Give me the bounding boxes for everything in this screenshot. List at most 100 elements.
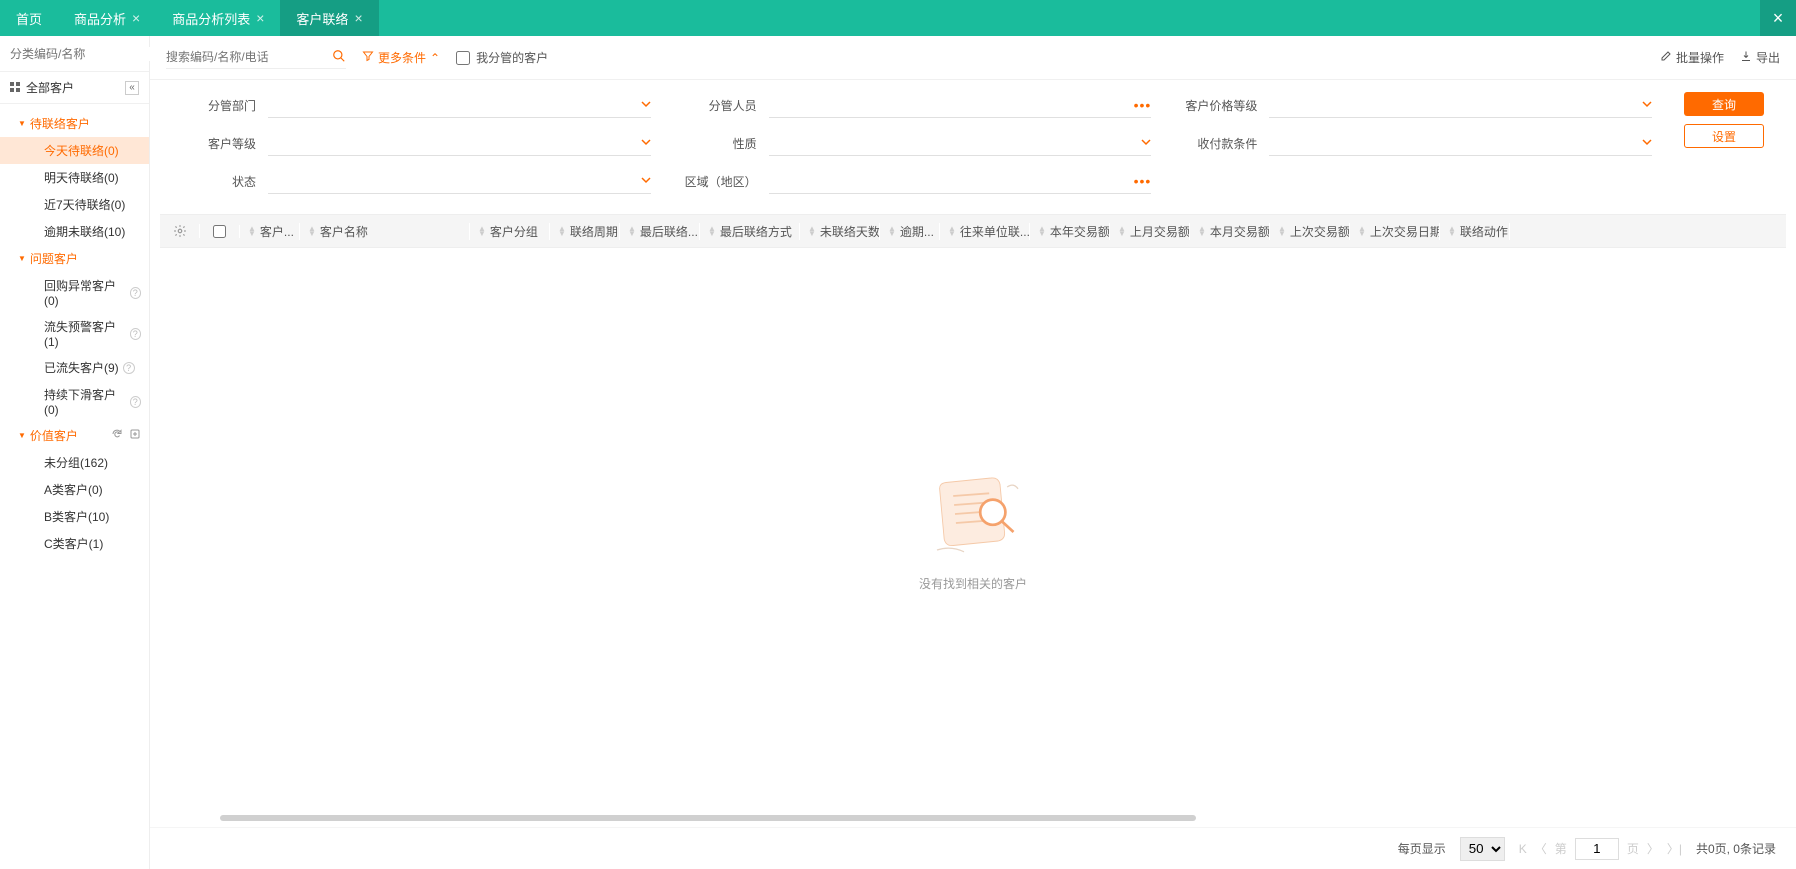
close-icon[interactable]: ×: [256, 10, 264, 26]
tree-item[interactable]: 回购异常客户(0)?: [0, 272, 149, 313]
filter-input[interactable]: [1269, 130, 1652, 156]
close-all-tabs-button[interactable]: ×: [1760, 0, 1796, 36]
column-label: 上月交易额: [1130, 223, 1190, 240]
table-column-header[interactable]: ▲▼本月交易额: [1190, 223, 1270, 240]
filter-label: 收付款条件: [1183, 135, 1269, 152]
chevron-down-icon: [641, 98, 651, 112]
batch-ops-button[interactable]: 批量操作: [1660, 49, 1724, 66]
table-column-header[interactable]: ▲▼最后联络方式: [700, 223, 800, 240]
search-icon[interactable]: [332, 49, 346, 66]
pager-last-button[interactable]: 〉|: [1667, 840, 1682, 857]
tree-item-label: A类客户(0): [44, 481, 103, 498]
filter-input[interactable]: •••: [769, 92, 1152, 118]
horizontal-scrollbar[interactable]: [160, 813, 1786, 823]
tree-item[interactable]: C类客户(1): [0, 530, 149, 557]
filter-field: 收付款条件: [1183, 130, 1652, 156]
filter-input[interactable]: [1269, 92, 1652, 118]
tree-item[interactable]: B类客户(10): [0, 503, 149, 530]
my-customers-checkbox[interactable]: 我分管的客户: [456, 49, 548, 66]
pager-prev-button[interactable]: 〈: [1535, 840, 1547, 857]
table-column-header[interactable]: ▲▼ 联络周期: [550, 223, 620, 240]
tab-0[interactable]: 首页: [0, 0, 58, 36]
export-icon: [1740, 50, 1752, 65]
tab-2[interactable]: 商品分析列表×: [156, 0, 280, 36]
table-column-header[interactable]: ▲▼未联络天数: [800, 223, 880, 240]
table-column-header[interactable]: ▲▼上月交易额: [1110, 223, 1190, 240]
help-icon[interactable]: ?: [123, 362, 135, 374]
table-column-header[interactable]: ▲▼逾期...: [880, 223, 940, 240]
column-label: 最后联络方式: [720, 223, 792, 240]
table-column-header[interactable]: ▲▼往来单位联...: [940, 223, 1030, 240]
column-label: 联络周期: [570, 223, 618, 240]
help-icon[interactable]: ?: [130, 328, 141, 340]
tree-item-label: 逾期未联络(10): [44, 223, 125, 240]
select-all-checkbox[interactable]: [200, 225, 240, 238]
table-column-header[interactable]: ▲▼上次交易日期: [1350, 223, 1440, 240]
tree-item[interactable]: 流失预警客户(1)?: [0, 313, 149, 354]
tree-item[interactable]: 近7天待联络(0): [0, 191, 149, 218]
tree-group-header[interactable]: ▼问题客户: [0, 245, 149, 272]
collapse-sidebar-button[interactable]: «: [125, 81, 139, 95]
filter-input[interactable]: [769, 130, 1152, 156]
query-button[interactable]: 查询: [1684, 92, 1764, 116]
table-column-header[interactable]: ▲▼联络动作: [1440, 223, 1510, 240]
table-column-header[interactable]: ▲▼上次交易额: [1270, 223, 1350, 240]
refresh-icon[interactable]: [111, 428, 123, 443]
sidebar-root[interactable]: 全部客户 «: [0, 72, 149, 104]
add-icon[interactable]: [129, 428, 141, 443]
sort-icon: ▲▼: [808, 226, 816, 236]
table-column-header[interactable]: ▲▼本年交易额: [1030, 223, 1110, 240]
tab-1[interactable]: 商品分析×: [58, 0, 156, 36]
pager-page-input[interactable]: [1575, 838, 1619, 860]
pager-next-button[interactable]: 〉: [1647, 840, 1659, 857]
tree-group-header[interactable]: ▼待联络客户: [0, 110, 149, 137]
sidebar-search-input[interactable]: [10, 47, 165, 61]
tree-item-label: 未分组(162): [44, 454, 108, 471]
filter-input[interactable]: [268, 168, 651, 194]
tree-group-header[interactable]: ▼价值客户: [0, 422, 149, 449]
table-settings-button[interactable]: [160, 224, 200, 238]
table-column-header[interactable]: ▲▼客户名称: [300, 223, 470, 240]
tree-item[interactable]: A类客户(0): [0, 476, 149, 503]
tree-group-title: 待联络客户: [30, 115, 90, 132]
table-column-header[interactable]: ▲▼客户分组: [470, 223, 550, 240]
sort-icon: ▲▼: [1358, 226, 1366, 236]
tab-3[interactable]: 客户联络×: [280, 0, 378, 36]
tree-item-label: 已流失客户(9): [44, 359, 119, 376]
close-icon[interactable]: ×: [132, 10, 140, 26]
sort-icon: ▲▼: [628, 226, 636, 236]
per-page-label: 每页显示: [1398, 840, 1446, 857]
export-button[interactable]: 导出: [1740, 49, 1780, 66]
column-label: 上次交易额: [1290, 223, 1350, 240]
table-column-header[interactable]: ▲▼ 最后联络...: [620, 223, 700, 240]
sort-icon: ▲▼: [888, 226, 896, 236]
main-search-input[interactable]: [166, 46, 332, 68]
tree-item[interactable]: 未分组(162): [0, 449, 149, 476]
close-icon: ×: [1773, 8, 1784, 29]
pager-first-button[interactable]: K: [1519, 842, 1527, 856]
help-icon[interactable]: ?: [130, 287, 141, 299]
select-all-checkbox-input[interactable]: [213, 225, 226, 238]
sort-icon: ▲▼: [1038, 226, 1046, 236]
tree-item[interactable]: 持续下滑客户(0)?: [0, 381, 149, 422]
settings-button[interactable]: 设置: [1684, 124, 1764, 148]
tree-item[interactable]: 逾期未联络(10): [0, 218, 149, 245]
more-filters-toggle[interactable]: 更多条件 ⌃: [362, 49, 440, 66]
column-label: 最后联络...: [640, 223, 698, 240]
filter-label: 区域（地区）: [683, 173, 769, 190]
tree-item[interactable]: 今天待联络(0): [0, 137, 149, 164]
table-column-header[interactable]: ▲▼客户...: [240, 223, 300, 240]
filter-input[interactable]: [268, 92, 651, 118]
per-page-select[interactable]: 50: [1460, 837, 1505, 861]
tree-item[interactable]: 已流失客户(9)?: [0, 354, 149, 381]
filter-input[interactable]: [268, 130, 651, 156]
close-icon[interactable]: ×: [354, 10, 362, 26]
my-customers-checkbox-input[interactable]: [456, 51, 470, 65]
sort-icon: ▲▼: [558, 226, 566, 236]
tree-item[interactable]: 明天待联络(0): [0, 164, 149, 191]
sort-icon: ▲▼: [948, 226, 956, 236]
help-icon[interactable]: ?: [130, 396, 141, 408]
filter-input[interactable]: •••: [769, 168, 1152, 194]
filter-panel: 分管部门分管人员•••客户价格等级查询设置客户等级性质收付款条件状态区域（地区）…: [150, 80, 1796, 214]
column-label: 客户名称: [320, 223, 368, 240]
